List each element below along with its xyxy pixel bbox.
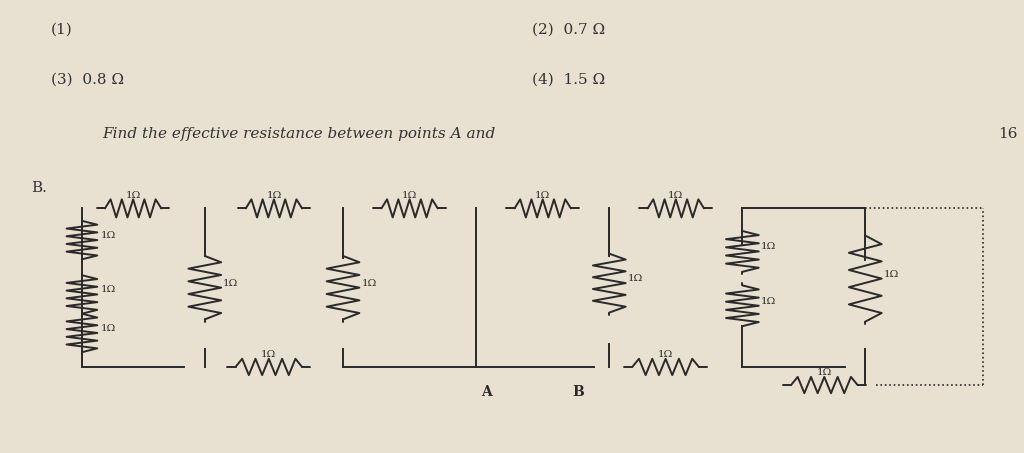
Text: 1Ω: 1Ω	[658, 350, 673, 359]
Text: B.: B.	[31, 181, 47, 195]
Text: 1Ω: 1Ω	[761, 242, 776, 251]
Text: (2)  0.7 Ω: (2) 0.7 Ω	[532, 23, 605, 37]
Text: A: A	[481, 385, 492, 399]
Text: 1Ω: 1Ω	[402, 191, 417, 200]
Text: 1Ω: 1Ω	[223, 279, 239, 288]
Text: B: B	[572, 385, 584, 399]
Text: 1Ω: 1Ω	[100, 324, 116, 333]
Text: 1Ω: 1Ω	[266, 191, 282, 200]
Text: 1Ω: 1Ω	[884, 270, 899, 279]
Text: 16: 16	[998, 127, 1018, 141]
Text: 1Ω: 1Ω	[536, 191, 550, 200]
Text: 1Ω: 1Ω	[100, 285, 116, 294]
Text: 1Ω: 1Ω	[669, 191, 683, 200]
Text: 1Ω: 1Ω	[761, 297, 776, 306]
Text: 1Ω: 1Ω	[628, 274, 643, 283]
Text: (1): (1)	[51, 23, 73, 37]
Text: (3)  0.8 Ω: (3) 0.8 Ω	[51, 72, 124, 87]
Text: 1Ω: 1Ω	[126, 191, 140, 200]
Text: Find the effective resistance between points A and: Find the effective resistance between po…	[102, 127, 496, 141]
Text: 1Ω: 1Ω	[261, 350, 276, 359]
Text: 1Ω: 1Ω	[361, 279, 377, 288]
Text: 1Ω: 1Ω	[100, 231, 116, 240]
Text: (4)  1.5 Ω: (4) 1.5 Ω	[532, 72, 605, 87]
Text: 1Ω: 1Ω	[817, 368, 831, 377]
